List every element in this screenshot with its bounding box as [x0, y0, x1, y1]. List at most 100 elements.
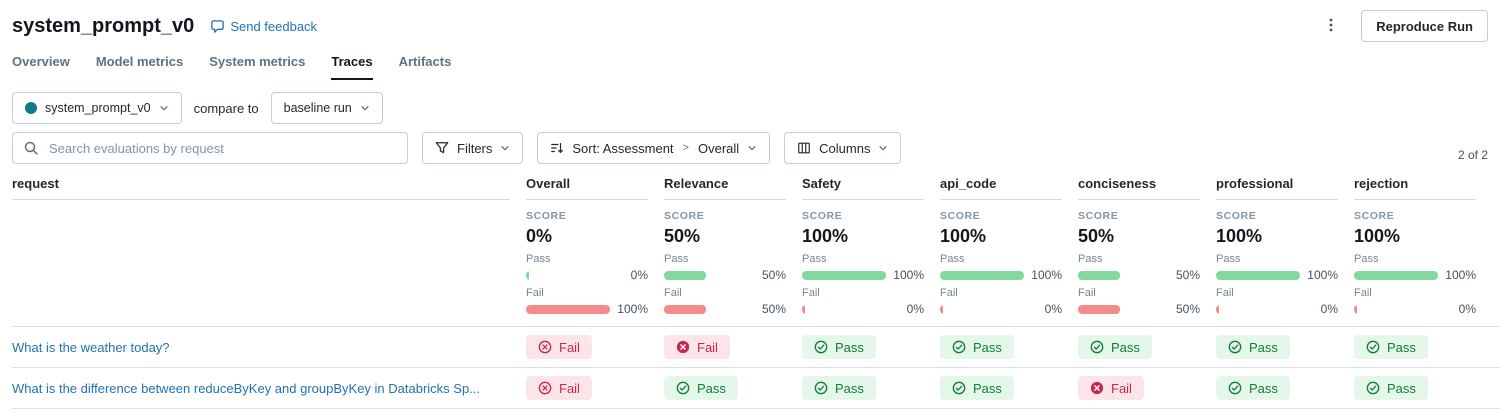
check-circle-outline-icon — [676, 381, 690, 395]
fail-bar-line: 0% — [1354, 302, 1476, 316]
run-selector-dropdown[interactable]: system_prompt_v0 — [12, 92, 182, 124]
assessment-badge-pass[interactable]: Pass — [940, 335, 1014, 359]
score-fail-row: Fail 50% — [1078, 287, 1200, 316]
assessment-badge-pass[interactable]: Pass — [1216, 335, 1290, 359]
fail-bar-track — [802, 304, 886, 314]
x-circle-filled-icon — [676, 340, 690, 354]
assessment-cell: Fail — [1078, 376, 1216, 400]
table-header-row: request Overall Relevance Safety api_code con… — [12, 176, 1500, 200]
column-header-professional[interactable]: professional — [1216, 176, 1338, 200]
pass-label: Pass — [802, 253, 827, 265]
column-header-api-code[interactable]: api_code — [940, 176, 1062, 200]
filters-button[interactable]: Filters — [422, 132, 524, 164]
metric-score-summary-api-code: SCORE 100% Pass 100% Fail 0% — [940, 200, 1062, 326]
tab-artifacts[interactable]: Artifacts — [398, 54, 452, 69]
column-header-rejection[interactable]: rejection — [1354, 176, 1476, 200]
assessment-cell: Pass — [940, 376, 1078, 400]
chevron-down-icon — [747, 143, 757, 153]
assessment-cell: Pass — [1216, 335, 1354, 359]
assessment-badge-pass[interactable]: Pass — [664, 376, 738, 400]
pass-label: Pass — [664, 253, 689, 265]
column-header-conciseness[interactable]: conciseness — [1078, 176, 1200, 200]
fail-bar-line: 50% — [664, 302, 786, 316]
assessment-badge-pass[interactable]: Pass — [802, 335, 876, 359]
fail-bar-track — [526, 304, 610, 314]
sort-value: Overall — [697, 140, 740, 156]
filters-label: Filters — [457, 140, 493, 156]
score-fail-row: Fail 0% — [1216, 287, 1338, 316]
fail-bar-track — [1354, 304, 1438, 314]
result-count: 2 of 2 — [1457, 148, 1488, 162]
request-link[interactable]: What is the difference between reduceByK… — [12, 380, 481, 396]
column-header-request[interactable]: request — [12, 176, 510, 200]
pass-percentage: 100% — [893, 268, 924, 282]
column-header-safety[interactable]: Safety — [802, 176, 924, 200]
assessment-cell: Pass — [664, 376, 802, 400]
metric-score-summary-relevance: SCORE 50% Pass 50% Fail 50% — [664, 200, 786, 326]
pass-percentage: 50% — [1175, 268, 1200, 282]
assessment-badge-pass[interactable]: Pass — [1354, 335, 1428, 359]
page-title: system_prompt_v0 — [12, 14, 195, 37]
reproduce-run-button[interactable]: Reproduce Run — [1361, 10, 1488, 42]
badge-label: Fail — [1111, 380, 1132, 396]
sort-button[interactable]: Sort: Assessment > Overall — [537, 132, 771, 164]
assessment-badge-pass[interactable]: Pass — [1078, 335, 1152, 359]
score-value: 100% — [940, 226, 987, 246]
badge-label: Pass — [973, 380, 1002, 396]
page-header: system_prompt_v0 Send feedback Reproduce… — [0, 0, 1500, 42]
columns-icon — [797, 141, 811, 155]
score-pass-row: Pass 100% — [940, 253, 1062, 282]
columns-label: Columns — [819, 140, 871, 156]
kebab-icon — [1323, 17, 1339, 36]
overflow-menu-button[interactable] — [1317, 13, 1345, 40]
feedback-bubble-icon — [210, 19, 225, 34]
search-input[interactable] — [47, 139, 397, 157]
fail-percentage: 0% — [1044, 302, 1062, 316]
assessment-badge-pass[interactable]: Pass — [940, 376, 1014, 400]
assessment-badge-pass[interactable]: Pass — [1216, 376, 1290, 400]
compare-to-label: compare to — [193, 100, 259, 116]
pass-percentage: 0% — [630, 268, 648, 282]
assessment-badge-pass[interactable]: Pass — [802, 376, 876, 400]
fail-bar-line: 0% — [802, 302, 924, 316]
assessment-badge-fail[interactable]: Fail — [526, 376, 592, 400]
send-feedback-link[interactable]: Send feedback — [210, 19, 317, 34]
columns-button[interactable]: Columns — [784, 132, 902, 164]
metric-score-summary-overall: SCORE 0% Pass 0% Fail 100% — [526, 200, 648, 326]
column-header-relevance[interactable]: Relevance — [664, 176, 786, 200]
check-circle-outline-icon — [1228, 381, 1242, 395]
pass-bar-track — [940, 270, 1024, 280]
badge-label: Fail — [559, 339, 580, 355]
pass-bar-fill — [1078, 270, 1120, 280]
pass-bar-line: 50% — [664, 268, 786, 282]
tab-model-metrics[interactable]: Model metrics — [95, 54, 184, 69]
fail-percentage: 0% — [1320, 302, 1338, 316]
x-circle-outline-icon — [538, 381, 552, 395]
pass-bar-line: 100% — [802, 268, 924, 282]
score-label: SCORE — [1078, 210, 1119, 222]
request-link[interactable]: What is the weather today? — [12, 339, 170, 355]
fail-bar-fill — [940, 304, 943, 314]
badge-label: Pass — [1249, 380, 1278, 396]
baseline-run-dropdown[interactable]: baseline run — [270, 92, 383, 124]
search-box — [12, 132, 408, 164]
badge-label: Pass — [835, 339, 864, 355]
fail-bar-fill — [1078, 304, 1120, 314]
score-value: 100% — [802, 226, 849, 246]
tab-traces[interactable]: Traces — [331, 54, 373, 80]
run-selector-value: system_prompt_v0 — [45, 101, 151, 115]
fail-bar-line: 0% — [940, 302, 1062, 316]
sort-label: Sort: Assessment — [572, 140, 674, 156]
fail-bar-fill — [802, 304, 805, 314]
score-label: SCORE — [1216, 210, 1257, 222]
chevron-down-icon — [159, 103, 169, 113]
assessment-badge-fail[interactable]: Fail — [526, 335, 592, 359]
assessment-badge-fail[interactable]: Fail — [664, 335, 730, 359]
tab-overview[interactable]: Overview — [12, 54, 70, 69]
tab-system-metrics[interactable]: System metrics — [209, 54, 306, 69]
fail-percentage: 50% — [761, 302, 786, 316]
column-header-overall[interactable]: Overall — [526, 176, 648, 200]
assessment-badge-pass[interactable]: Pass — [1354, 376, 1428, 400]
score-pass-row: Pass 50% — [664, 253, 786, 282]
assessment-badge-fail[interactable]: Fail — [1078, 376, 1144, 400]
